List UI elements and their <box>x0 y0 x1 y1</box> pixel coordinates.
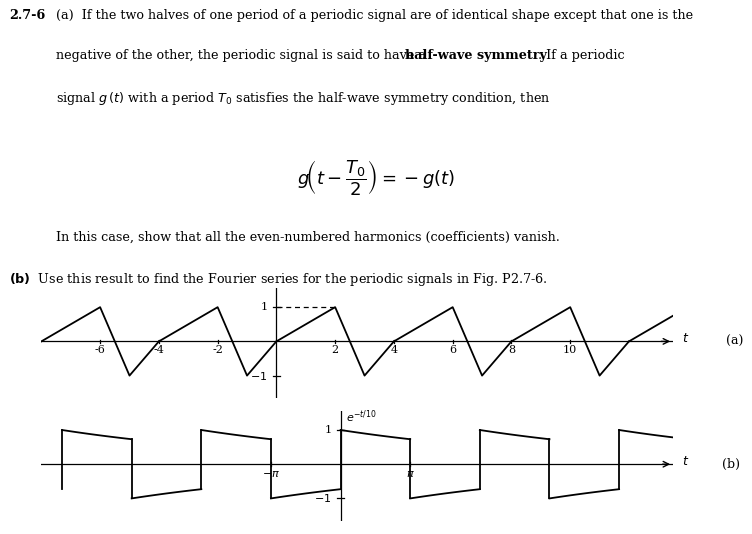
Text: (a)  If the two halves of one period of a periodic signal are of identical shape: (a) If the two halves of one period of a… <box>56 9 693 22</box>
Text: -2: -2 <box>212 345 223 356</box>
Text: $e^{-t/10}$: $e^{-t/10}$ <box>346 409 377 425</box>
Text: 1: 1 <box>260 302 268 312</box>
Text: $g\!\left(t - \dfrac{T_0}{2}\right) = -g(t)$: $g\!\left(t - \dfrac{T_0}{2}\right) = -g… <box>297 159 455 198</box>
Text: 10: 10 <box>563 345 578 356</box>
Text: $t$: $t$ <box>682 456 689 468</box>
Text: $\pi$: $\pi$ <box>406 469 414 480</box>
Text: -6: -6 <box>95 345 105 356</box>
Text: 8: 8 <box>508 345 515 356</box>
Text: half-wave symmetry: half-wave symmetry <box>405 49 547 62</box>
Text: $-1$: $-1$ <box>314 492 332 505</box>
Text: signal $g\,(t)$ with a period $T_0$ satisfies the half-wave symmetry condition, : signal $g\,(t)$ with a period $T_0$ sati… <box>56 90 551 107</box>
Text: -4: -4 <box>153 345 165 356</box>
Text: (a): (a) <box>726 335 743 348</box>
Text: 2.7-6: 2.7-6 <box>9 9 45 22</box>
Text: $-1$: $-1$ <box>250 370 268 382</box>
Text: 2: 2 <box>332 345 338 356</box>
Text: 6: 6 <box>449 345 456 356</box>
Text: In this case, show that all the even-numbered harmonics (coefficients) vanish.: In this case, show that all the even-num… <box>56 231 560 244</box>
Text: . If a periodic: . If a periodic <box>538 49 624 62</box>
Text: $-\pi$: $-\pi$ <box>262 469 280 480</box>
Text: 1: 1 <box>325 425 332 435</box>
Text: $t$: $t$ <box>682 333 689 345</box>
Text: $\mathbf{(b)}$  Use this result to find the Fourier series for the periodic sign: $\mathbf{(b)}$ Use this result to find t… <box>9 271 548 288</box>
Text: negative of the other, the periodic signal is said to have a: negative of the other, the periodic sign… <box>56 49 430 62</box>
Text: (b): (b) <box>722 458 740 470</box>
Text: 4: 4 <box>390 345 398 356</box>
